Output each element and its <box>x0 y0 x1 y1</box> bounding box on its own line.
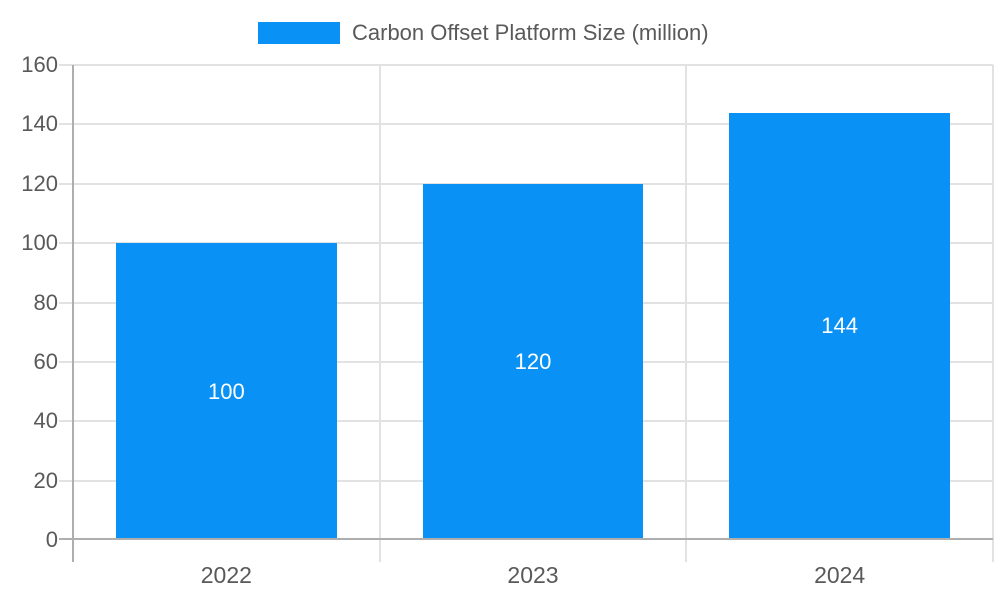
bar-2024 <box>729 112 951 538</box>
gridline-horizontal <box>73 123 993 126</box>
y-axis-tick <box>59 64 73 66</box>
gridline-horizontal <box>73 64 993 66</box>
gridline-vertical <box>992 65 994 562</box>
plot-area: 0 20 40 60 80 100 120 140 160 100 2022 120 2023 144 20… <box>21 52 994 588</box>
y-axis-tick-label: 160 <box>21 52 58 77</box>
legend: Carbon Offset Platform Size (million) <box>258 20 709 46</box>
bar-value-label: 100 <box>207 378 245 404</box>
y-axis-tick-label: 0 <box>45 527 58 552</box>
y-axis-tick <box>59 479 73 482</box>
y-axis-tick-label: 100 <box>21 230 58 256</box>
y-axis-tick-label: 40 <box>33 408 58 434</box>
bar-value-label: 120 <box>514 348 552 374</box>
y-axis-tick <box>59 242 73 245</box>
bar-2022 <box>115 243 337 538</box>
x-axis-category-label: 2022 <box>200 562 252 588</box>
bar-2023 <box>422 183 644 538</box>
x-axis-category-label: 2023 <box>507 562 559 588</box>
y-axis-tick <box>59 360 73 363</box>
gridline-vertical <box>378 65 381 562</box>
y-axis-tick <box>59 301 73 304</box>
gridline-vertical <box>685 65 688 562</box>
x-axis-category-label: 2024 <box>814 562 866 588</box>
y-axis-tick-label: 20 <box>33 467 58 493</box>
y-axis-tick-label: 80 <box>33 289 58 315</box>
y-axis-line <box>72 65 74 562</box>
legend-label: Carbon Offset Platform Size (million) <box>352 20 709 45</box>
y-axis-tick-label: 140 <box>21 111 58 137</box>
y-axis-tick <box>59 420 73 423</box>
y-axis-tick <box>59 182 73 185</box>
x-axis-line <box>59 538 993 540</box>
y-axis-tick-label: 120 <box>21 170 58 196</box>
bar-value-label: 144 <box>821 313 859 339</box>
y-axis-tick-label: 60 <box>33 348 58 374</box>
legend-swatch <box>258 22 340 44</box>
y-axis-tick <box>59 123 73 126</box>
